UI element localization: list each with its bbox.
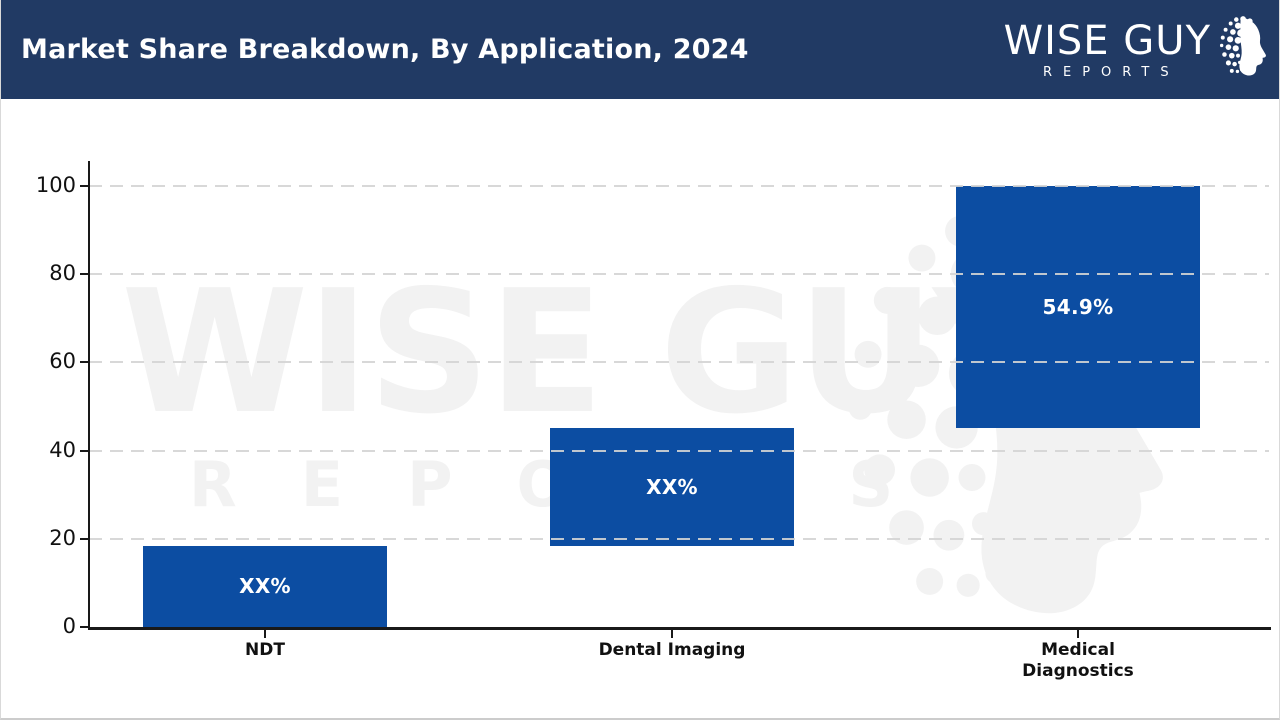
- y-tick-label: 20: [49, 525, 76, 550]
- y-tick-label: 0: [62, 614, 76, 638]
- bar-medical-diagnostics: 54.9%: [956, 186, 1200, 429]
- y-tick-label: 60: [49, 349, 76, 374]
- y-tick-mark: [80, 449, 89, 452]
- y-axis-line: [88, 161, 90, 630]
- wise-guy-logo: WISE GUY REPORTS: [1004, 8, 1279, 92]
- gridline-100: [89, 185, 1269, 187]
- y-tick-label: 80: [49, 261, 76, 286]
- y-tick-mark: [80, 185, 89, 187]
- bar-value-label: XX%: [646, 474, 698, 499]
- bar-value-label: XX%: [239, 574, 291, 599]
- x-tick-mark: [264, 630, 266, 638]
- x-tick-label: NDT: [245, 640, 285, 660]
- bar-ndt: XX%: [143, 545, 387, 627]
- header-band: Market Share Breakdown, By Application, …: [1, 0, 1279, 99]
- x-axis-line: [88, 627, 1271, 630]
- y-tick-mark: [80, 361, 89, 364]
- y-tick-label: 40: [49, 437, 76, 462]
- bar-dental-imaging: XX%: [550, 428, 794, 546]
- x-tick-label: Dental Imaging: [598, 640, 746, 660]
- logo-subtitle: REPORTS: [1042, 64, 1180, 80]
- bar-value-label: 54.9%: [1042, 295, 1114, 320]
- logo-wordmark: WISE GUY: [1003, 17, 1211, 64]
- gridline-80: [89, 273, 1269, 276]
- y-tick-mark: [80, 626, 89, 628]
- y-tick-mark: [80, 273, 89, 276]
- x-tick-mark: [1077, 630, 1079, 638]
- y-tick-label: 100: [35, 173, 76, 197]
- page-title: Market Share Breakdown, By Application, …: [21, 34, 749, 65]
- gridline-40: [89, 449, 1269, 452]
- gridline-60: [89, 361, 1269, 364]
- x-tick-label: Medical Diagnostics: [1022, 640, 1134, 681]
- x-tick-mark: [671, 630, 673, 638]
- logo-text: WISE GUY REPORTS: [1004, 20, 1211, 80]
- y-tick-mark: [80, 537, 89, 540]
- gridline-20: [89, 537, 1269, 540]
